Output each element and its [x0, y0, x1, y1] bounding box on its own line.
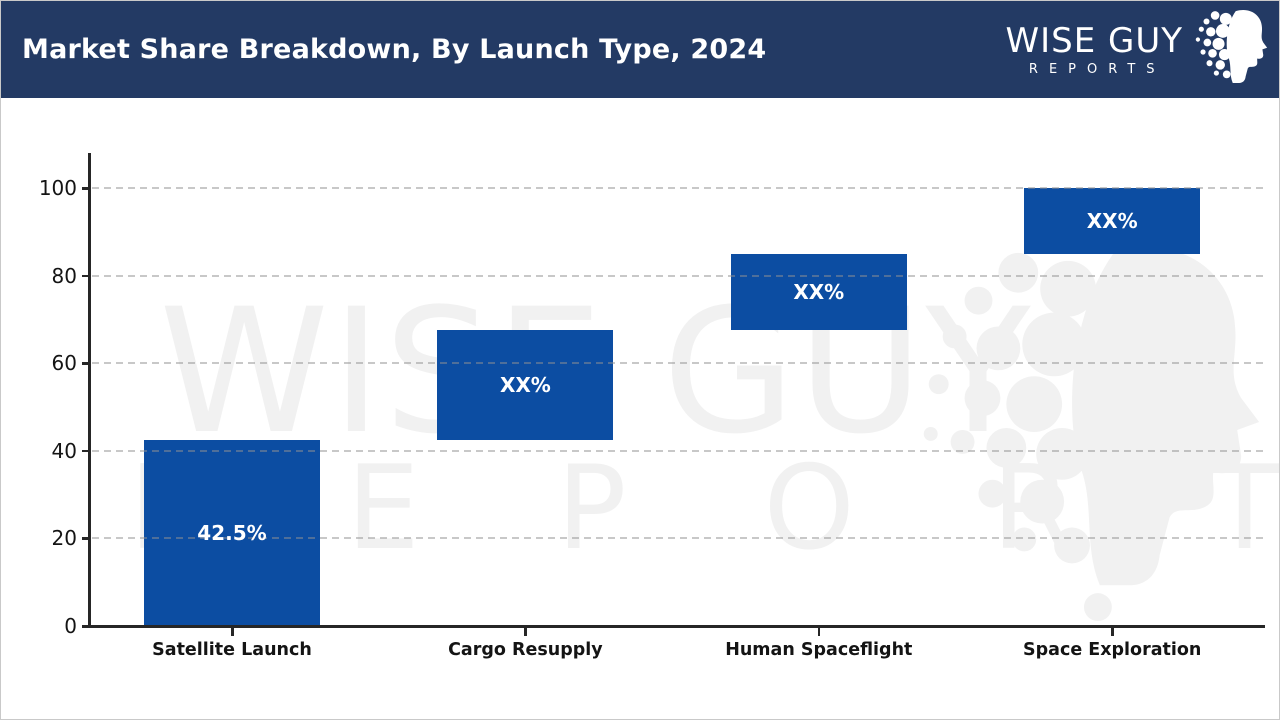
bar-satellite-launch: [144, 439, 320, 626]
page-title: Market Share Breakdown, By Launch Type, …: [22, 34, 767, 65]
watermark-head-icon: [923, 247, 1260, 622]
y-tick-label-20: 20: [51, 526, 77, 551]
x-category-label-satellite-launch: Satellite Launch: [152, 640, 312, 660]
bar-value-label-cargo-resupply: XX%: [499, 373, 551, 398]
bar-human-spaceflight: [730, 253, 907, 331]
x-tick-mark-human-spaceflight: [817, 628, 821, 636]
bar-space-exploration: [1024, 188, 1201, 254]
y-axis-spine: [88, 153, 91, 628]
y-tick-mark-80: [82, 274, 90, 278]
brand-subtitle: REPORTS: [1028, 61, 1166, 77]
gridline-80: [92, 274, 1265, 277]
bar-cargo-resupply: [437, 330, 614, 440]
x-tick-mark-satellite-launch: [231, 628, 234, 636]
gridline-100: [92, 187, 1265, 189]
x-category-label-human-spaceflight: Human Spaceflight: [725, 640, 913, 660]
y-tick-mark-60: [82, 362, 90, 365]
brand-logo: WISE GUY REPORTS: [1005, 8, 1279, 92]
y-tick-label-60: 60: [51, 351, 77, 376]
y-tick-label-100: 100: [38, 176, 77, 200]
brand-logo-text: WISE GUY REPORTS: [1005, 24, 1183, 76]
brand-name: WISE GUY: [1005, 20, 1183, 61]
y-tick-label-40: 40: [51, 438, 77, 463]
x-tick-mark-cargo-resupply: [524, 628, 527, 636]
chart-plot-area: 0 20 40 60 80 100 42.5% Satellite Launch XX% Carg…: [1, 98, 1279, 719]
header-bar: Market Share Breakdown, By Launch Type, …: [1, 1, 1279, 98]
gridline-20: [92, 537, 1265, 540]
y-tick-mark-100: [82, 187, 90, 190]
x-axis-spine: [88, 625, 1265, 628]
y-tick-label-0: 0: [64, 614, 77, 638]
gridline-40: [92, 449, 1265, 452]
bar-value-label-space-exploration: XX%: [1086, 208, 1138, 233]
x-category-label-cargo-resupply: Cargo Resupply: [448, 640, 603, 660]
gridline-60: [92, 362, 1265, 365]
bar-value-label-satellite-launch: 42.5%: [197, 520, 267, 545]
bar-value-label-human-spaceflight: XX%: [793, 280, 845, 304]
y-tick-mark-0: [82, 625, 90, 628]
y-tick-label-80: 80: [51, 263, 77, 288]
y-tick-mark-40: [82, 449, 90, 453]
x-tick-mark-space-exploration: [1111, 628, 1114, 636]
x-category-label-space-exploration: Space Exploration: [1023, 640, 1202, 660]
brand-face-icon: [1195, 9, 1268, 83]
y-tick-mark-20: [82, 537, 90, 540]
